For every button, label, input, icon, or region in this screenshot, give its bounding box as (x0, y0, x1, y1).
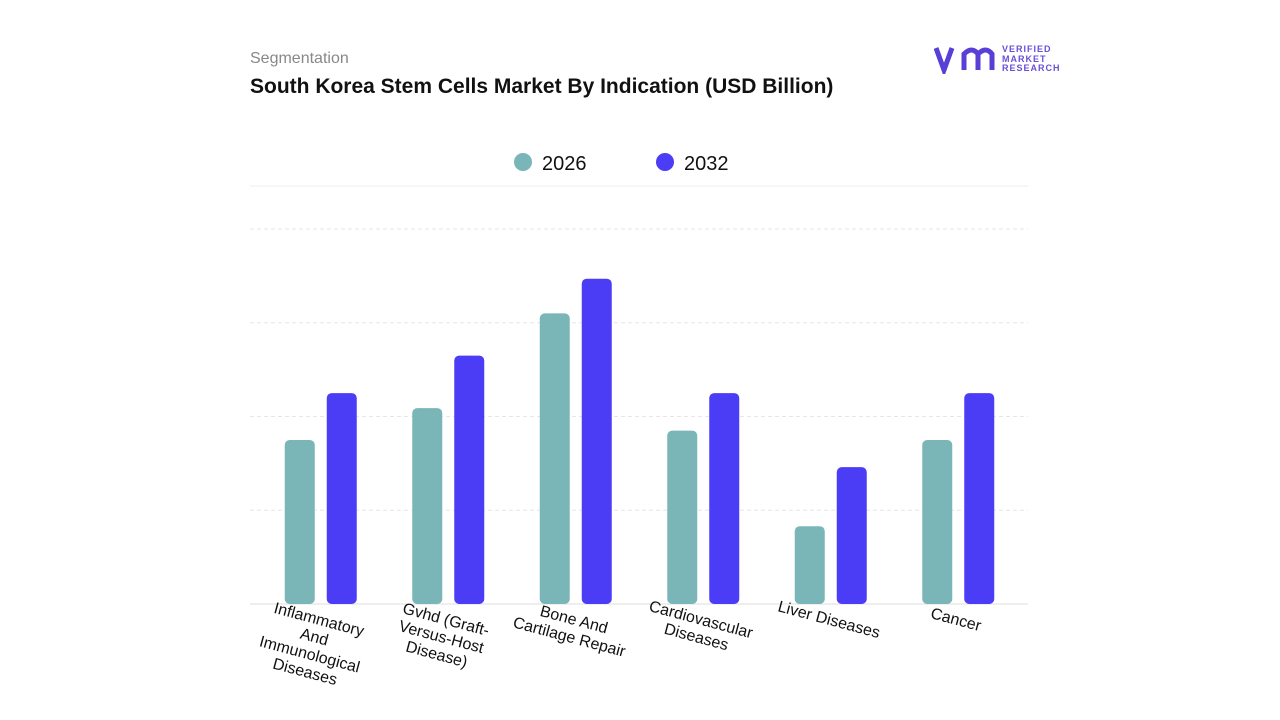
legend-swatch (514, 153, 532, 171)
bar (454, 355, 485, 604)
bar (922, 439, 953, 604)
bar (539, 313, 570, 604)
logo-mark (934, 47, 955, 74)
logo-line: MARKET (1002, 53, 1047, 64)
bar (794, 526, 825, 604)
logo-text: VERIFIED MARKET RESEARCH (1002, 44, 1061, 74)
bar (326, 393, 357, 604)
chart-title: South Korea Stem Cells Market By Indicat… (250, 75, 834, 98)
bar (581, 278, 612, 604)
bar (964, 393, 995, 604)
legend-label: 2032 (684, 153, 729, 175)
bar (284, 439, 315, 604)
bar (836, 467, 867, 604)
legend-swatch (656, 153, 674, 171)
bar (709, 393, 740, 604)
bar (412, 408, 443, 604)
logo-line: RESEARCH (1002, 63, 1061, 73)
bar (667, 430, 698, 604)
legend-label: 2026 (542, 153, 587, 175)
subtitle: Segmentation (250, 50, 349, 67)
logo-line: VERIFIED (1002, 44, 1052, 54)
logo-mark-2 (961, 47, 995, 70)
